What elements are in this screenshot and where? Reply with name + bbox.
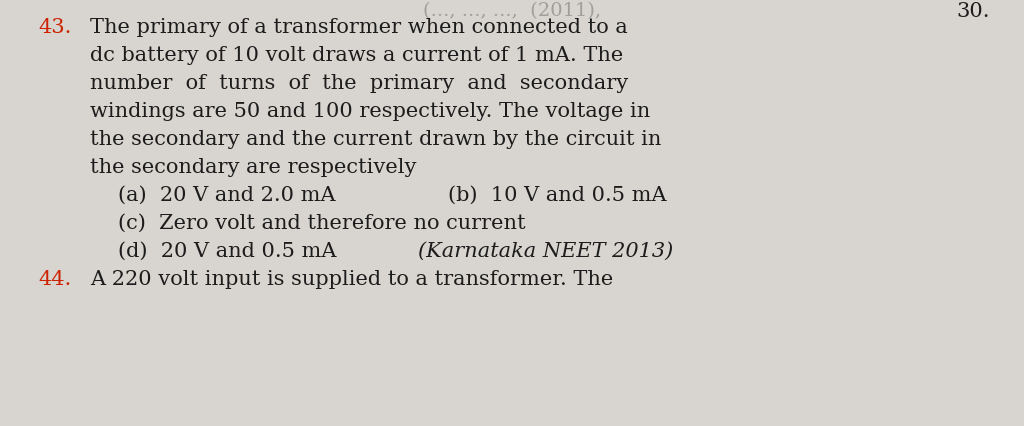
Text: (c)  Zero volt and therefore no current: (c) Zero volt and therefore no current bbox=[118, 214, 525, 233]
Text: A 220 volt input is supplied to a transformer. The: A 220 volt input is supplied to a transf… bbox=[90, 270, 613, 289]
Text: dc battery of 10 volt draws a current of 1 mA. The: dc battery of 10 volt draws a current of… bbox=[90, 46, 624, 65]
Text: (..., ..., ...,  (2011),: (..., ..., ..., (2011), bbox=[423, 2, 601, 20]
Text: 43.: 43. bbox=[38, 18, 72, 37]
Text: (d)  20 V and 0.5 mA: (d) 20 V and 0.5 mA bbox=[118, 242, 337, 261]
Text: 44.: 44. bbox=[38, 270, 72, 289]
Text: 30.: 30. bbox=[956, 2, 990, 21]
Text: (b)  10 V and 0.5 mA: (b) 10 V and 0.5 mA bbox=[449, 186, 667, 205]
Text: the secondary and the current drawn by the circuit in: the secondary and the current drawn by t… bbox=[90, 130, 662, 149]
Text: windings are 50 and 100 respectively. The voltage in: windings are 50 and 100 respectively. Th… bbox=[90, 102, 650, 121]
Text: The primary of a transformer when connected to a: The primary of a transformer when connec… bbox=[90, 18, 628, 37]
Text: number  of  turns  of  the  primary  and  secondary: number of turns of the primary and secon… bbox=[90, 74, 629, 93]
Text: (Karnataka NEET 2013): (Karnataka NEET 2013) bbox=[418, 242, 673, 261]
Text: the secondary are respectively: the secondary are respectively bbox=[90, 158, 417, 177]
Text: (a)  20 V and 2.0 mA: (a) 20 V and 2.0 mA bbox=[118, 186, 336, 205]
